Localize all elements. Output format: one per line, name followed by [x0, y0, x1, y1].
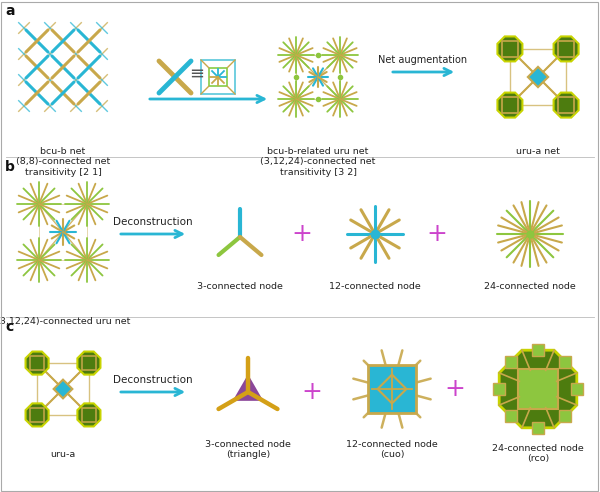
Polygon shape — [77, 403, 100, 427]
Polygon shape — [571, 383, 583, 395]
Polygon shape — [507, 96, 517, 107]
Polygon shape — [559, 96, 569, 107]
Polygon shape — [53, 380, 73, 399]
Polygon shape — [35, 406, 44, 416]
Polygon shape — [499, 350, 577, 428]
Polygon shape — [233, 374, 263, 401]
Text: b: b — [5, 160, 15, 174]
Text: Net augmentation: Net augmentation — [379, 55, 467, 65]
Polygon shape — [77, 352, 100, 374]
Polygon shape — [554, 92, 578, 118]
Polygon shape — [26, 403, 49, 427]
Polygon shape — [559, 47, 569, 58]
Text: +: + — [445, 377, 466, 401]
Polygon shape — [82, 362, 91, 371]
Text: bcu-b-related uru net
(3,12,24)-connected net
transitivity [3 2]: bcu-b-related uru net (3,12,24)-connecte… — [260, 147, 376, 177]
Polygon shape — [368, 365, 416, 413]
Text: 24-connected node: 24-connected node — [484, 282, 576, 291]
Polygon shape — [505, 356, 517, 368]
Polygon shape — [518, 369, 558, 409]
Text: ≡: ≡ — [190, 65, 205, 83]
Polygon shape — [554, 36, 578, 62]
Polygon shape — [497, 92, 523, 118]
Text: 12-connected node: 12-connected node — [329, 282, 421, 291]
Polygon shape — [559, 356, 571, 368]
Text: Deconstruction: Deconstruction — [113, 375, 193, 385]
Text: (3,12,24)-connected uru net: (3,12,24)-connected uru net — [0, 317, 130, 326]
Text: 3-connected node: 3-connected node — [197, 282, 283, 291]
Polygon shape — [507, 47, 517, 58]
Text: 3-connected node
(triangle): 3-connected node (triangle) — [205, 440, 291, 460]
Polygon shape — [26, 352, 49, 374]
Text: bcu-b net
(8,8)-connected net
transitivity [2 1]: bcu-b net (8,8)-connected net transitivi… — [16, 147, 110, 177]
Polygon shape — [493, 383, 505, 395]
Polygon shape — [532, 344, 544, 356]
Polygon shape — [82, 406, 91, 416]
Text: +: + — [302, 380, 322, 404]
Text: a: a — [5, 4, 14, 18]
Text: c: c — [5, 320, 13, 334]
Text: +: + — [292, 222, 313, 246]
Polygon shape — [505, 410, 517, 423]
Text: 12-connected node
(cuo): 12-connected node (cuo) — [346, 440, 438, 460]
Polygon shape — [528, 67, 548, 87]
Polygon shape — [532, 422, 544, 434]
Text: 24-connected node
(rco): 24-connected node (rco) — [492, 444, 584, 463]
Polygon shape — [559, 410, 571, 423]
Text: uru-a: uru-a — [50, 450, 76, 459]
Text: Deconstruction: Deconstruction — [113, 217, 193, 227]
Polygon shape — [497, 36, 523, 62]
Text: +: + — [427, 222, 448, 246]
Polygon shape — [35, 362, 44, 371]
Text: uru-a net: uru-a net — [516, 147, 560, 156]
